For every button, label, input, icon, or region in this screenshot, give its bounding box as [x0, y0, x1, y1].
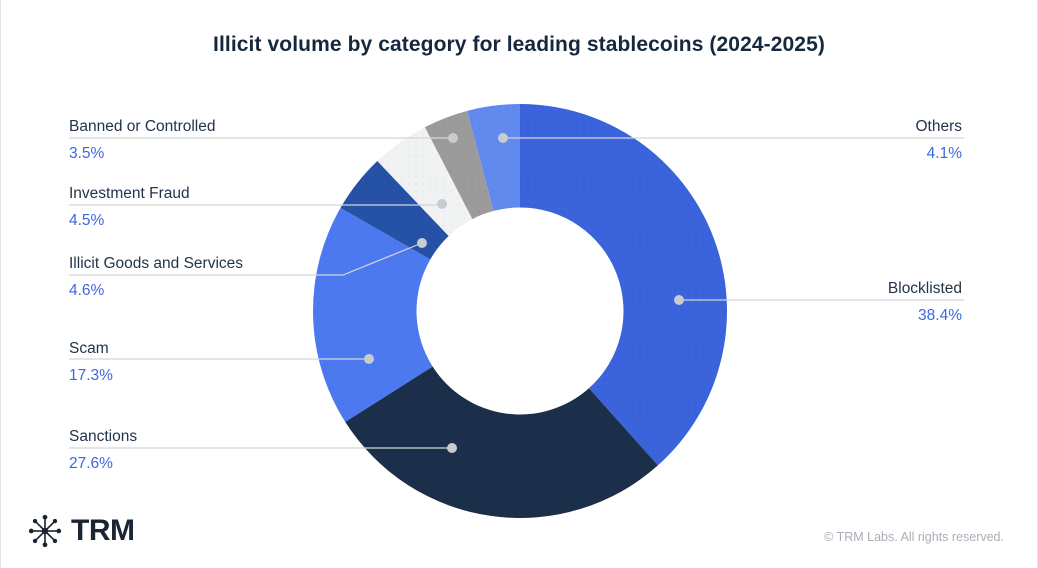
callout-scam: Scam 17.3% [69, 339, 113, 386]
leader-dot-scam [364, 354, 374, 364]
chart-title: Illicit volume by category for leading s… [213, 33, 825, 56]
callout-label: Sanctions [69, 428, 138, 445]
callout-leader-lines [69, 133, 964, 453]
callout-illicit-goods-and-services: Illicit Goods and Services 4.6% [69, 254, 243, 301]
leader-dot-sanctions [447, 443, 457, 453]
callout-value: 17.3% [69, 367, 113, 384]
donut-texture [313, 104, 727, 518]
callout-value: 4.5% [69, 212, 105, 229]
callout-value: 4.1% [926, 145, 962, 162]
trm-logo: TRM [26, 512, 135, 550]
leader-dot-illicit-goods-and-services [417, 238, 427, 248]
callout-label: Scam [69, 340, 109, 357]
leader-dot-investment-fraud [437, 199, 447, 209]
callout-blocklisted: Blocklisted 38.4% [888, 279, 962, 326]
callout-value: 27.6% [69, 455, 113, 472]
copyright-text: © TRM Labs. All rights reserved. [824, 530, 1004, 544]
callout-value: 4.6% [69, 282, 105, 299]
callout-banned-or-controlled: Banned or Controlled 3.5% [69, 117, 216, 164]
callout-investment-fraud: Investment Fraud 4.5% [69, 184, 190, 231]
leader-dot-others [498, 133, 508, 143]
callout-label: Banned or Controlled [69, 118, 216, 135]
callout-value: 3.5% [69, 145, 105, 162]
leader-dot-blocklisted [674, 295, 684, 305]
trm-logo-text: TRM [71, 514, 135, 547]
trm-snowflake-icon [26, 512, 64, 550]
callout-value: 38.4% [918, 307, 962, 324]
callout-sanctions: Sanctions 27.6% [69, 427, 137, 474]
callout-others: Others 4.1% [915, 117, 962, 164]
callout-label: Illicit Goods and Services [69, 255, 244, 272]
callout-label: Investment Fraud [69, 185, 190, 202]
donut-texture-ring [313, 104, 727, 518]
callout-label: Others [915, 118, 962, 135]
leader-line-illicit-goods-and-services [69, 242, 423, 276]
leader-dot-banned-or-controlled [448, 133, 458, 143]
callout-label: Blocklisted [887, 280, 962, 297]
